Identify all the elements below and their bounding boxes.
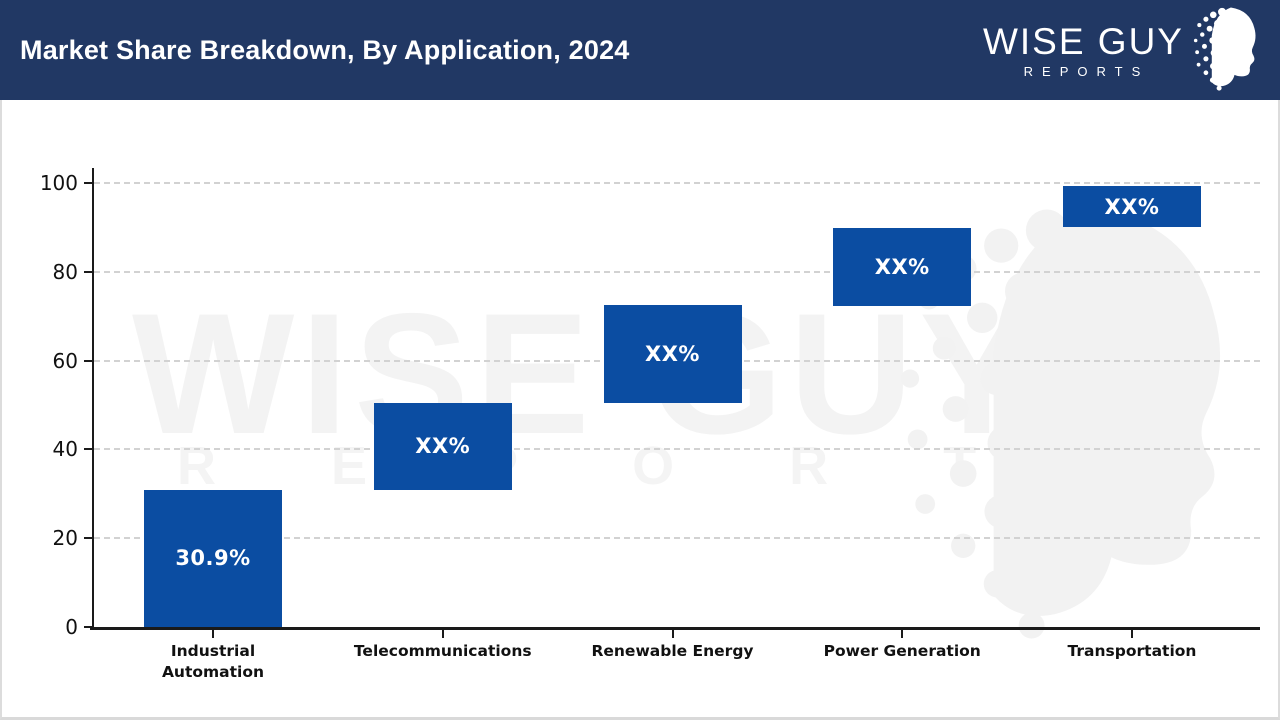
logo-brand-sub: REPORTS [1023,63,1150,79]
bar-industrial-automation: 30.9% [144,489,282,627]
y-tick-label-100: 100 [39,171,78,195]
x-category-label-power-generation: Power Generation [823,642,981,660]
bar-value-label: 30.9% [175,546,251,571]
y-tick-mark-80 [84,270,92,273]
y-axis [92,168,94,630]
watermark-sub-text: R E P O R T S [177,436,1178,496]
y-tick-mark-0 [84,626,92,628]
header-band: Market Share Breakdown, By Application, … [0,0,1280,100]
gridline-20 [94,537,1260,540]
x-axis [90,627,1260,630]
wiseguy-logo: WISE GUY REPORTS [983,6,1262,94]
y-tick-mark-40 [84,448,92,451]
bar-telecommunications: XX% [373,402,512,490]
x-category-label-telecommunications: Telecommunications [353,642,532,660]
x-tick-mark-1 [441,630,444,638]
page-title: Market Share Breakdown, By Application, … [20,34,630,65]
bar-value-label: XX% [645,341,700,366]
x-tick-mark-0 [212,630,214,638]
gridline-100 [94,182,1260,184]
y-tick-label-40: 40 [52,437,78,462]
x-category-label-renewable-energy: Renewable Energy [591,642,754,660]
x-category-label-transportation: Transportation [1067,642,1197,660]
bar-value-label: XX% [415,434,471,459]
gridline-40 [94,448,1260,451]
x-tick-mark-4 [1131,630,1133,638]
y-tick-label-60: 60 [52,348,78,373]
gridline-80 [94,270,1260,273]
logo-brand-name: WISE GUY [982,20,1184,62]
wiseguy-face-icon [1188,6,1262,94]
bar-renewable-energy: XX% [603,305,742,403]
bar-transportation: XX% [1063,186,1201,227]
y-tick-label-0: 0 [65,615,78,639]
y-tick-label-80: 80 [52,259,78,284]
bar-power-generation: XX% [833,227,972,306]
watermark-brand-text: WISE GUY [132,278,1041,470]
y-tick-label-20: 20 [52,526,78,551]
x-category-label-industrial-automation: Industrial Automation [161,642,265,681]
y-tick-mark-20 [84,537,92,540]
bar-value-label: XX% [874,254,930,279]
y-tick-mark-100 [84,182,92,184]
bar-value-label: XX% [1104,194,1160,219]
y-tick-mark-60 [84,359,92,362]
chart-card: WISE GUY R E P O R T S 0 20 40 60 80 100 30.9… [0,100,1280,720]
wiseguy-logo-text: WISE GUY REPORTS [983,23,1184,78]
x-tick-mark-3 [901,630,904,638]
watermark-layer: WISE GUY R E P O R T S [2,100,1280,720]
x-tick-mark-2 [671,630,674,638]
